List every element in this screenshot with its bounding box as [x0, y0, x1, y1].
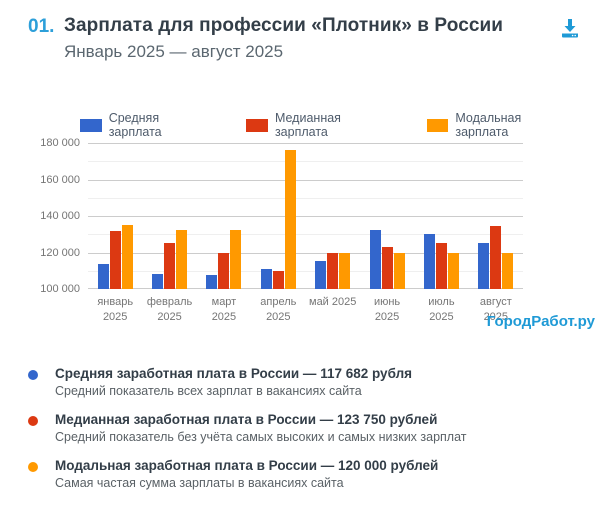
- gridline-major: [88, 288, 523, 289]
- summary-row-median: Медианная заработная плата в России — 12…: [28, 412, 588, 444]
- bar-Модальная зарплата-июль 2025[interactable]: [447, 252, 459, 289]
- legend-label-median: Медианная зарплата: [274, 111, 341, 139]
- gridline-major: [88, 143, 523, 144]
- x-tick-label: март 2025: [211, 296, 237, 323]
- y-tick-label: 140 000: [40, 210, 80, 222]
- gridline-major: [88, 179, 523, 181]
- download-icon: [558, 18, 582, 43]
- bar-group-2: [142, 143, 196, 289]
- summary-section: Средняя заработная плата в России — 117 …: [28, 366, 588, 504]
- bar-group-4: [251, 143, 305, 289]
- y-tick-label: 160 000: [40, 173, 80, 186]
- median-dot-icon: [28, 416, 38, 426]
- section-number: 01.: [28, 16, 55, 37]
- bar-Медианная зарплата-июнь 2025[interactable]: [381, 247, 393, 289]
- summary-average-desc: Средний показатель всех зарплат в ваканс…: [55, 384, 362, 398]
- bar-group-7: [414, 143, 468, 289]
- summary-modal-title: Модальная заработная плата в России — 12…: [55, 458, 439, 473]
- legend-swatch-average: [80, 118, 102, 132]
- legend-swatch-modal: [426, 118, 449, 132]
- gridline-major: [88, 252, 523, 254]
- bar-Модальная зарплата-август 2025[interactable]: [502, 252, 514, 289]
- bar-group-3: [197, 143, 251, 289]
- bar-Медианная зарплата-февраль 2025[interactable]: [164, 243, 176, 289]
- bar-Средняя зарплата-май 2025[interactable]: [315, 260, 327, 289]
- bar-Средняя зарплата-январь 2025[interactable]: [97, 264, 109, 289]
- summary-row-average: Средняя заработная плата в России — 117 …: [28, 366, 588, 398]
- gridline-minor: [88, 234, 523, 236]
- bar-group-6: [360, 143, 414, 289]
- page-title: Зарплата для профессии «Плотник» в Росси…: [64, 15, 504, 36]
- bar-Медианная зарплата-апрель 2025[interactable]: [272, 270, 284, 289]
- bar-Модальная зарплата-февраль 2025[interactable]: [176, 229, 188, 289]
- y-tick-label: 100 000: [40, 283, 80, 295]
- x-tick-label: апрель 2025: [260, 296, 297, 323]
- modal-dot-icon: [28, 462, 38, 472]
- bar-Модальная зарплата-март 2025[interactable]: [230, 229, 242, 289]
- legend-item-median: Медианная зарплата: [246, 111, 385, 139]
- bar-Модальная зарплата-июнь 2025[interactable]: [393, 252, 405, 289]
- x-tick-label: июнь 2025: [373, 296, 401, 323]
- bar-Средняя зарплата-февраль 2025[interactable]: [152, 274, 164, 289]
- bar-group-5: [306, 143, 360, 289]
- bar-Медианная зарплата-январь 2025[interactable]: [109, 230, 121, 289]
- average-dot-icon: [28, 370, 38, 380]
- legend-label-average: Средняя зарплата: [108, 111, 162, 139]
- bar-Модальная зарплата-май 2025[interactable]: [339, 252, 351, 289]
- bar-Средняя зарплата-июнь 2025[interactable]: [369, 229, 381, 289]
- watermark-gorodrabot: ГородРабот.ру: [486, 313, 595, 330]
- bar-Средняя зарплата-апрель 2025[interactable]: [260, 268, 272, 289]
- plot-area: [88, 143, 523, 289]
- legend-item-modal: Модальная зарплата: [426, 111, 566, 139]
- y-tick-label: 180 000: [40, 137, 80, 149]
- x-axis: январь 2025 февраль 2025 март 2025 апрель 2025 м…: [88, 295, 523, 325]
- bar-group-8: [469, 143, 523, 289]
- gridline-major: [88, 216, 523, 217]
- bar-Медианная зарплата-март 2025[interactable]: [218, 252, 230, 289]
- summary-median-title: Медианная заработная плата в России — 12…: [55, 412, 438, 427]
- legend-item-average: Средняя зарплата: [80, 111, 205, 139]
- chart-legend: Средняя зарплата Медианная зарплата Мода…: [80, 111, 607, 139]
- summary-row-modal: Модальная заработная плата в России — 12…: [28, 458, 588, 490]
- x-tick-label: июль 2025: [428, 296, 455, 323]
- gridline-minor: [88, 161, 523, 163]
- x-tick-label: август 2025: [479, 296, 512, 323]
- summary-modal-desc: Самая частая сумма зарплаты в вакансиях …: [55, 476, 344, 490]
- legend-swatch-median: [246, 118, 268, 132]
- x-tick-label: май 2025: [309, 296, 357, 308]
- x-tick-label: январь 2025: [97, 296, 134, 323]
- y-tick-label: 120 000: [40, 246, 80, 259]
- bar-Медианная зарплата-май 2025[interactable]: [327, 252, 339, 289]
- gridline-minor: [88, 197, 523, 199]
- bar-group-1: [88, 143, 142, 289]
- bar-Модальная зарплата-апрель 2025[interactable]: [284, 150, 296, 289]
- bar-Средняя зарплата-август 2025[interactable]: [478, 243, 490, 289]
- summary-average-title: Средняя заработная плата в России — 117 …: [55, 366, 413, 381]
- page-subtitle: Январь 2025 — август 2025: [64, 42, 284, 61]
- download-button[interactable]: [556, 15, 584, 43]
- bar-Средняя зарплата-март 2025[interactable]: [206, 275, 218, 289]
- bar-Модальная зарплата-январь 2025[interactable]: [121, 225, 133, 289]
- legend-label-modal: Модальная зарплата: [455, 111, 522, 139]
- summary-median-desc: Средний показатель без учёта самых высок…: [55, 430, 467, 444]
- bar-Средняя зарплата-июль 2025[interactable]: [423, 234, 435, 289]
- y-axis: 100 000 120 000 140 000 160 000 180 000: [0, 137, 80, 295]
- bar-Медианная зарплата-июль 2025[interactable]: [435, 243, 447, 289]
- gridline-minor: [88, 270, 523, 272]
- x-tick-label: февраль 2025: [146, 296, 193, 323]
- bar-Медианная зарплата-август 2025[interactable]: [490, 226, 502, 289]
